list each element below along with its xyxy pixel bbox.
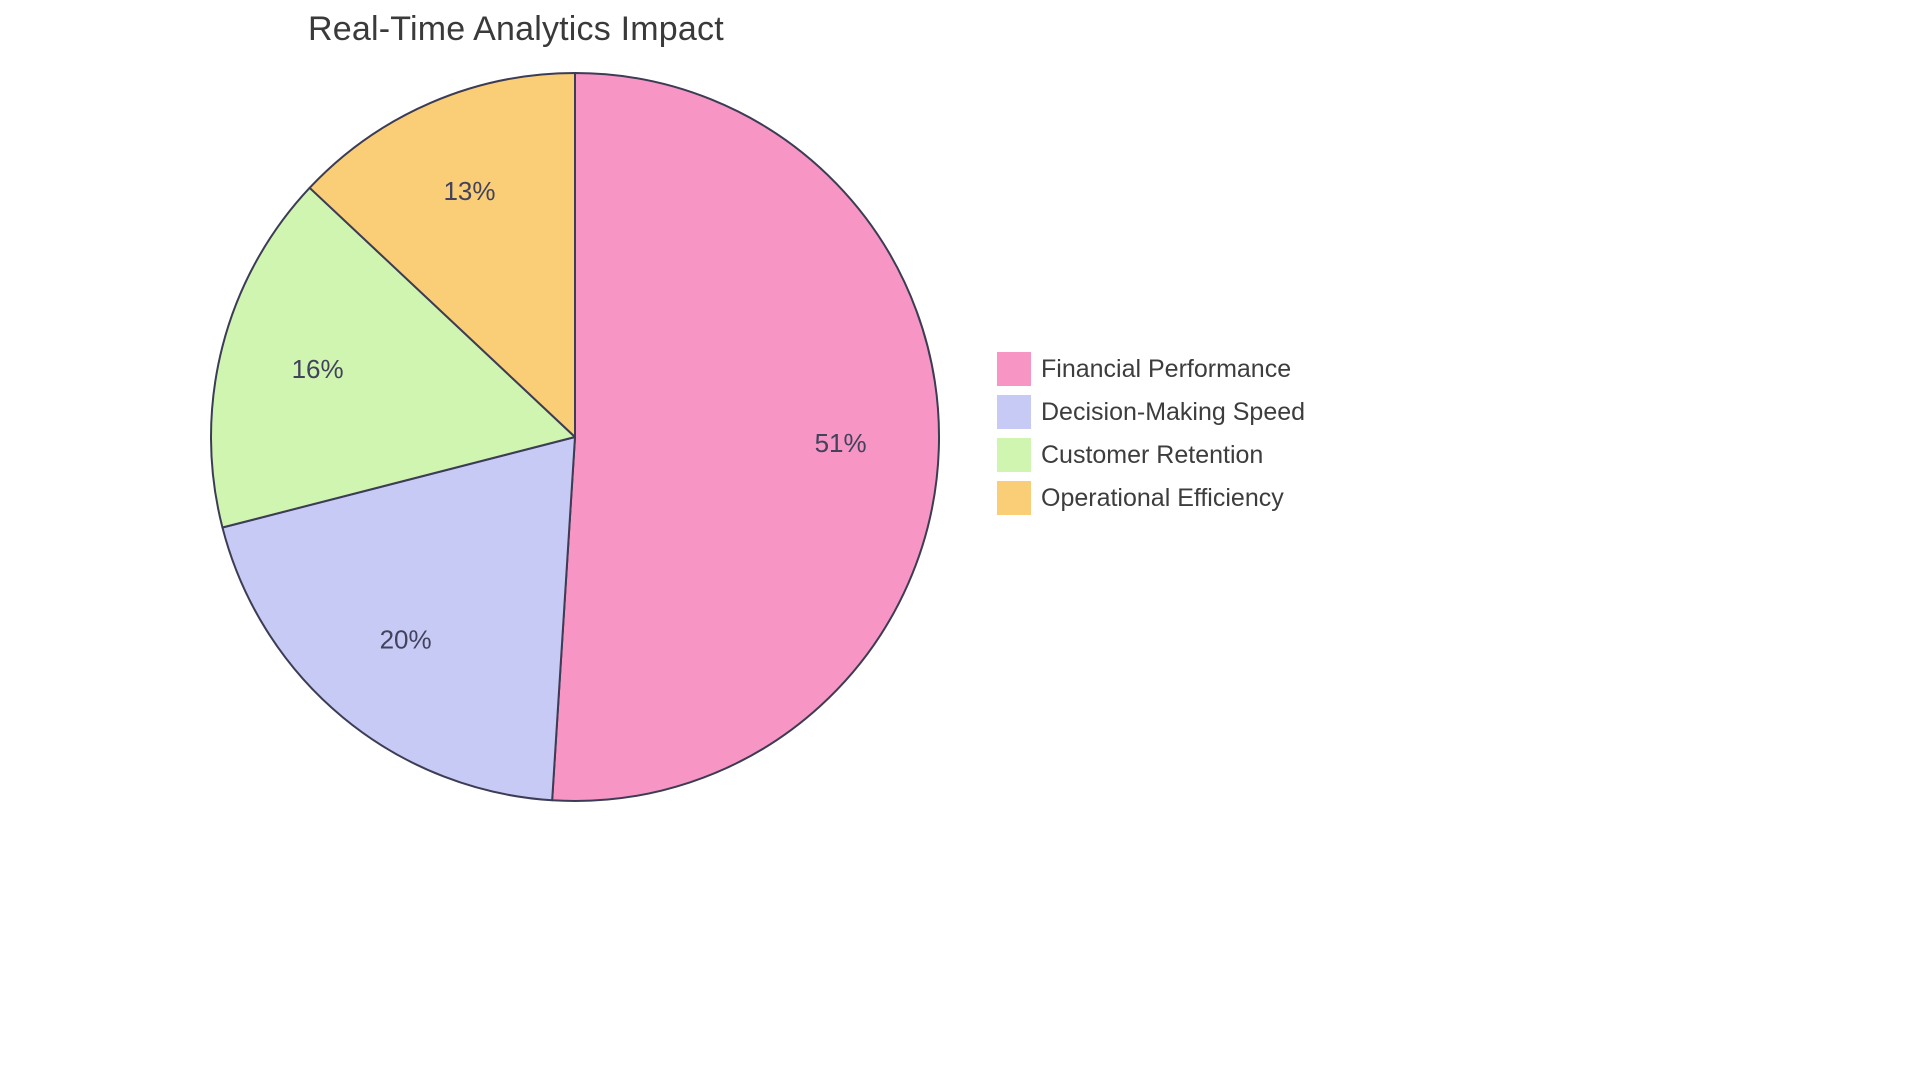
- legend: Financial Performance Decision-Making Spe…: [997, 352, 1305, 515]
- slice-percent-label: 16%: [292, 354, 344, 384]
- legend-swatch: [997, 352, 1031, 386]
- legend-label: Financial Performance: [1041, 354, 1292, 383]
- slice-percent-label: 51%: [815, 428, 867, 458]
- legend-item: Financial Performance: [997, 352, 1305, 386]
- legend-swatch: [997, 395, 1031, 429]
- legend-item: Customer Retention: [997, 438, 1305, 472]
- slice-percent-label: 13%: [443, 176, 495, 206]
- legend-item: Decision-Making Speed: [997, 395, 1305, 429]
- legend-label: Operational Efficiency: [1041, 483, 1284, 512]
- legend-swatch: [997, 438, 1031, 472]
- pie-slice-1: [221, 436, 576, 802]
- slice-percent-label: 20%: [380, 625, 432, 655]
- legend-label: Customer Retention: [1041, 440, 1264, 469]
- legend-label: Decision-Making Speed: [1041, 397, 1306, 426]
- pie-slice-3: [308, 72, 576, 438]
- pie-slice-0: [551, 72, 940, 802]
- chart-title: Real-Time Analytics Impact: [308, 10, 724, 48]
- legend-swatch: [997, 481, 1031, 515]
- legend-item: Operational Efficiency: [997, 481, 1305, 515]
- pie-slice-2: [210, 186, 576, 529]
